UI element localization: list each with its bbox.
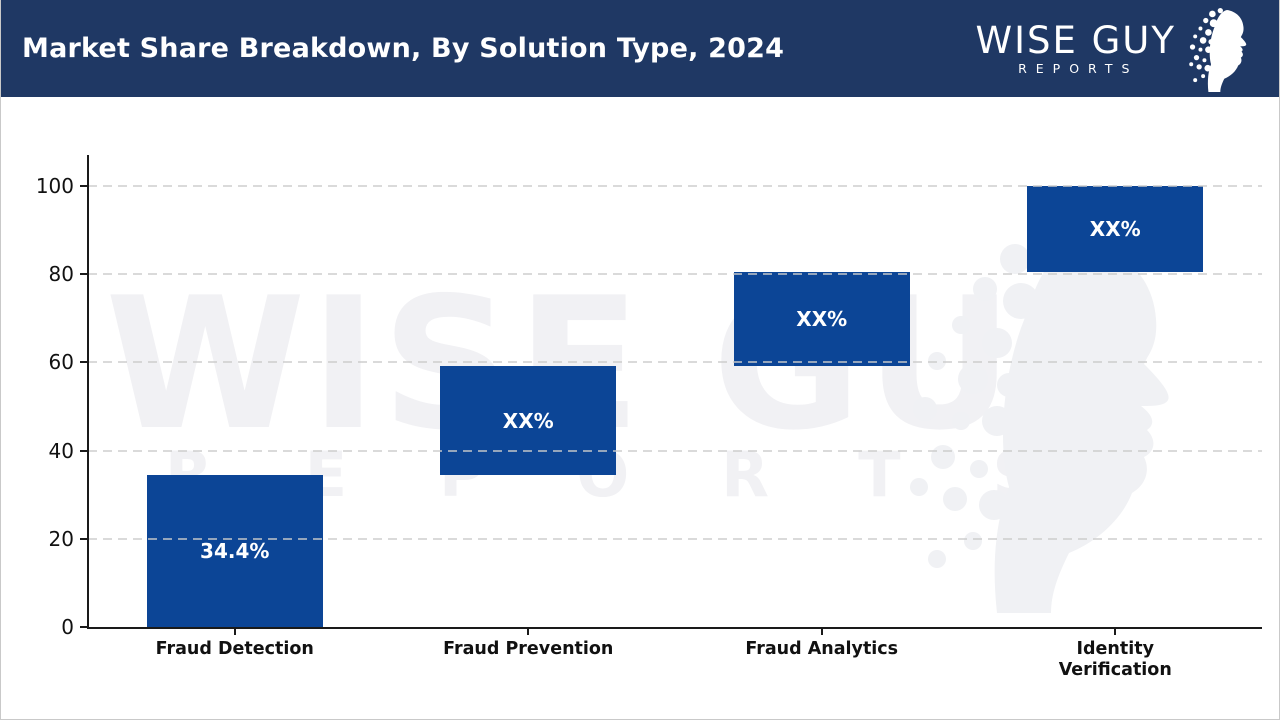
gridline-40 (88, 449, 1262, 452)
x-axis-line (87, 627, 1262, 629)
bar-identity-verification: XX% (1027, 186, 1204, 272)
gridline-20 (88, 537, 1262, 540)
y-axis-tick-label: 0 (61, 615, 74, 639)
bar-value-label: XX% (796, 306, 848, 331)
y-axis-tick-label: 20 (48, 526, 74, 551)
gridline-60 (88, 361, 1262, 364)
y-axis-tick-label: 60 (48, 350, 74, 375)
gridline-80 (88, 273, 1262, 276)
wiseguy-logo: WISE GUY REPORTS (976, 6, 1258, 92)
header-bar: Market Share Breakdown, By Solution Type… (0, 0, 1280, 97)
y-axis-tick-label: 100 (35, 174, 74, 198)
logo-wordmark: WISE GUY (975, 18, 1176, 62)
y-axis-tick-label: 80 (48, 262, 74, 287)
gridline-100 (88, 185, 1262, 187)
x-tick (1114, 629, 1117, 635)
x-tick (233, 629, 236, 635)
bar-fraud-detection: 34.4% (146, 475, 323, 627)
x-axis-category-label: Fraud Analytics (745, 639, 899, 659)
x-axis-category-label: Identity Verification (1058, 639, 1172, 680)
x-tick (527, 629, 530, 635)
y-tick (80, 273, 88, 276)
bar-value-label: XX% (1089, 216, 1141, 241)
y-tick (80, 361, 88, 364)
page-title: Market Share Breakdown, By Solution Type… (22, 33, 785, 64)
y-tick (80, 185, 88, 187)
y-tick (80, 537, 88, 540)
y-tick (80, 626, 88, 628)
y-tick (80, 449, 88, 452)
x-tick (820, 629, 823, 635)
y-axis-line (87, 155, 89, 629)
logo-subtitle: REPORTS (1018, 60, 1139, 76)
wiseguy-head-icon (1189, 7, 1247, 92)
bar-value-label: 34.4% (200, 539, 270, 564)
bar-fraud-analytics: XX% (733, 271, 910, 366)
x-axis-category-label: Fraud Detection (155, 639, 314, 659)
bar-fraud-prevention: XX% (440, 365, 617, 476)
y-axis-tick-label: 40 (48, 438, 74, 463)
x-axis-category-label: Fraud Prevention (443, 639, 614, 659)
bar-value-label: XX% (502, 408, 554, 433)
wiseguy-head-watermark-icon (910, 232, 1169, 613)
wiseguy-logo-text: WISE GUY REPORTS (976, 22, 1176, 76)
